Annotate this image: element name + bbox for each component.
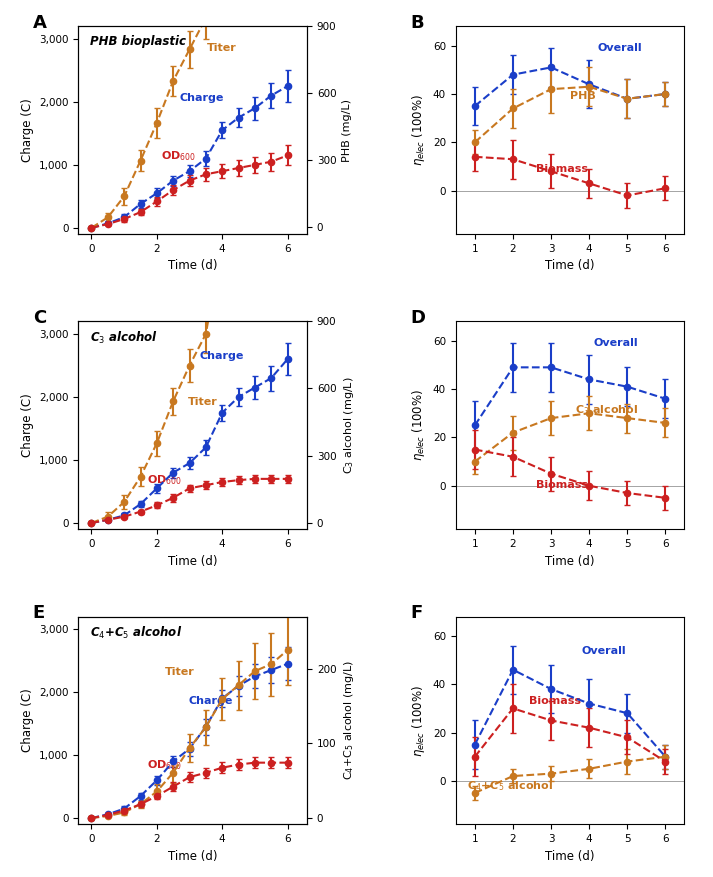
Text: Biomass: Biomass — [529, 695, 581, 706]
Y-axis label: Charge (C): Charge (C) — [21, 394, 34, 457]
X-axis label: Time (d): Time (d) — [545, 554, 595, 567]
Text: C$_3$ alcohol: C$_3$ alcohol — [575, 403, 638, 417]
Text: Titer: Titer — [188, 396, 218, 407]
Y-axis label: $\eta_{elec}$ (100%): $\eta_{elec}$ (100%) — [411, 389, 427, 461]
X-axis label: Time (d): Time (d) — [545, 850, 595, 863]
X-axis label: Time (d): Time (d) — [168, 850, 217, 863]
Text: OD$_{600}$: OD$_{600}$ — [147, 474, 182, 488]
Text: OD$_{600}$: OD$_{600}$ — [160, 149, 196, 163]
Text: Biomass: Biomass — [536, 164, 588, 174]
Text: C$_3$ alcohol: C$_3$ alcohol — [90, 330, 158, 346]
Text: C$_4$+C$_5$ alcohol: C$_4$+C$_5$ alcohol — [90, 624, 182, 641]
X-axis label: Time (d): Time (d) — [168, 260, 217, 273]
Text: PHB: PHB — [570, 91, 596, 101]
Text: Charge: Charge — [179, 93, 223, 103]
X-axis label: Time (d): Time (d) — [168, 554, 217, 567]
Text: F: F — [410, 604, 422, 622]
Y-axis label: OD$_{600}$: OD$_{600}$ — [0, 113, 14, 147]
Text: Charge: Charge — [200, 351, 244, 360]
Y-axis label: $\eta_{elec}$ (100%): $\eta_{elec}$ (100%) — [411, 94, 427, 167]
Text: B: B — [410, 14, 424, 32]
Y-axis label: Charge (C): Charge (C) — [21, 688, 34, 752]
Text: D: D — [410, 309, 425, 327]
Y-axis label: Charge (C): Charge (C) — [21, 98, 34, 162]
Text: Overall: Overall — [593, 339, 637, 348]
Text: PHB bioplastic: PHB bioplastic — [90, 34, 186, 47]
Y-axis label: C$_4$+C$_5$ alcohol (mg/L): C$_4$+C$_5$ alcohol (mg/L) — [342, 660, 356, 781]
Text: Overall: Overall — [582, 646, 626, 656]
Text: A: A — [33, 14, 46, 32]
Text: Charge: Charge — [188, 695, 232, 706]
X-axis label: Time (d): Time (d) — [545, 260, 595, 273]
Text: Titer: Titer — [165, 667, 195, 677]
Text: OD$_{600}$: OD$_{600}$ — [147, 759, 182, 772]
Text: C: C — [33, 309, 46, 327]
Y-axis label: C$_3$ alcohol (mg/L): C$_3$ alcohol (mg/L) — [342, 376, 356, 474]
Text: C$_4$+C$_5$ alcohol: C$_4$+C$_5$ alcohol — [467, 779, 553, 793]
Text: Biomass: Biomass — [536, 480, 588, 489]
Text: Titer: Titer — [207, 43, 236, 53]
Text: E: E — [33, 604, 45, 622]
Y-axis label: PHB (mg/L): PHB (mg/L) — [342, 99, 352, 161]
Text: Overall: Overall — [597, 43, 642, 53]
Y-axis label: $\eta_{elec}$ (100%): $\eta_{elec}$ (100%) — [411, 684, 427, 757]
